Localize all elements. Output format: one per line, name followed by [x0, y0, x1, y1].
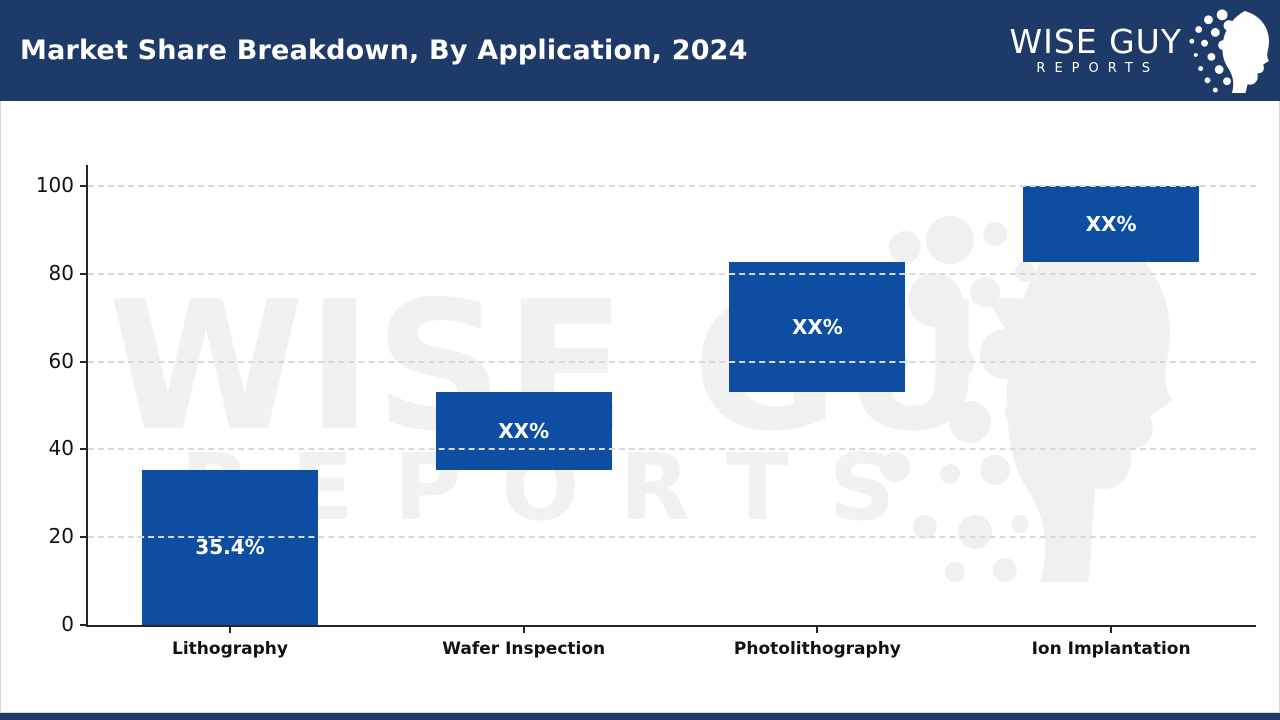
logo-text: WISE GUY REPORTS	[1009, 25, 1182, 76]
footer-bar	[0, 713, 1280, 720]
bar-lithography: 35.4%	[142, 469, 318, 625]
bar-ion-implantation: XX%	[1023, 186, 1200, 262]
y-tick-label-80: 80	[48, 260, 74, 285]
header-bar: Market Share Breakdown, By Application, …	[0, 0, 1280, 101]
gridline-80	[88, 272, 1256, 275]
x-axis-line	[88, 625, 1256, 627]
bar-photolithography: XX%	[729, 261, 906, 393]
y-tick-0	[80, 624, 88, 626]
y-tick-label-40: 40	[48, 436, 74, 461]
x-tick-label-photolithography: Photolithography	[733, 639, 901, 659]
y-tick-100	[80, 185, 88, 187]
y-tick-label-0: 0	[61, 612, 74, 636]
logo-face-icon	[1189, 8, 1270, 93]
bar-value-label-photolithography: XX%	[791, 315, 843, 340]
y-tick-40	[80, 448, 88, 451]
x-tick-label-wafer-inspection: Wafer Inspection	[442, 639, 606, 659]
y-tick-80	[80, 272, 88, 275]
bar-value-label-ion-implantation: XX%	[1085, 211, 1137, 236]
x-tick-label-lithography: Lithography	[172, 639, 288, 659]
y-axis-line	[86, 165, 88, 627]
y-tick-20	[80, 536, 88, 539]
wiseguy-logo: WISE GUY REPORTS	[1009, 8, 1270, 94]
y-tick-60	[80, 360, 88, 363]
bar-value-label-lithography: 35.4%	[195, 535, 265, 560]
bar-value-label-wafer-inspection: XX%	[498, 418, 550, 443]
y-tick-label-20: 20	[48, 524, 74, 549]
logo-wise-guy-text: WISE GUY	[1009, 22, 1182, 61]
x-tick-ion-implantation	[1110, 625, 1113, 633]
gridline-20	[88, 536, 1256, 539]
y-tick-label-60: 60	[48, 348, 74, 373]
bar-wafer-inspection: XX%	[435, 392, 612, 470]
gridline-40	[88, 448, 1256, 451]
gridline-60	[88, 360, 1256, 363]
logo-reports-text: REPORTS	[1036, 61, 1160, 76]
x-tick-photolithography	[816, 625, 819, 633]
x-tick-lithography	[229, 625, 231, 633]
x-tick-wafer-inspection	[522, 625, 525, 633]
y-tick-label-100: 100	[35, 173, 74, 197]
chart-title: Market Share Breakdown, By Application, …	[20, 35, 748, 66]
gridline-100	[88, 185, 1256, 187]
x-tick-label-ion-implantation: Ion Implantation	[1031, 639, 1191, 659]
